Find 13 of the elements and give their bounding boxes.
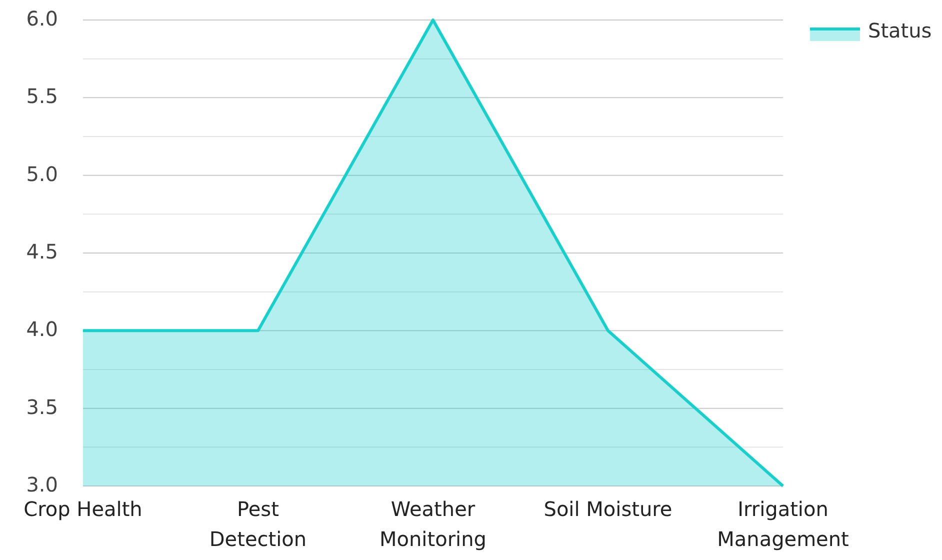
legend-label: Status	[868, 18, 932, 42]
y-tick-label: 4.5	[26, 239, 58, 264]
x-tick-label: Irrigation Management	[717, 497, 850, 551]
x-tick-label: Weather Monitoring	[380, 497, 486, 551]
y-tick-label: 3.5	[26, 394, 58, 419]
x-tick-label: Pest Detection	[209, 497, 307, 551]
y-tick-label: 3.0	[26, 472, 58, 496]
y-tick-label: 4.0	[26, 317, 58, 342]
x-tick-label: Crop Health	[24, 497, 142, 521]
y-tick-label: 6.0	[26, 6, 58, 30]
x-tick-label: Soil Moisture	[544, 497, 672, 521]
y-tick-label: 5.0	[26, 162, 58, 186]
y-tick-label: 5.5	[26, 84, 58, 108]
